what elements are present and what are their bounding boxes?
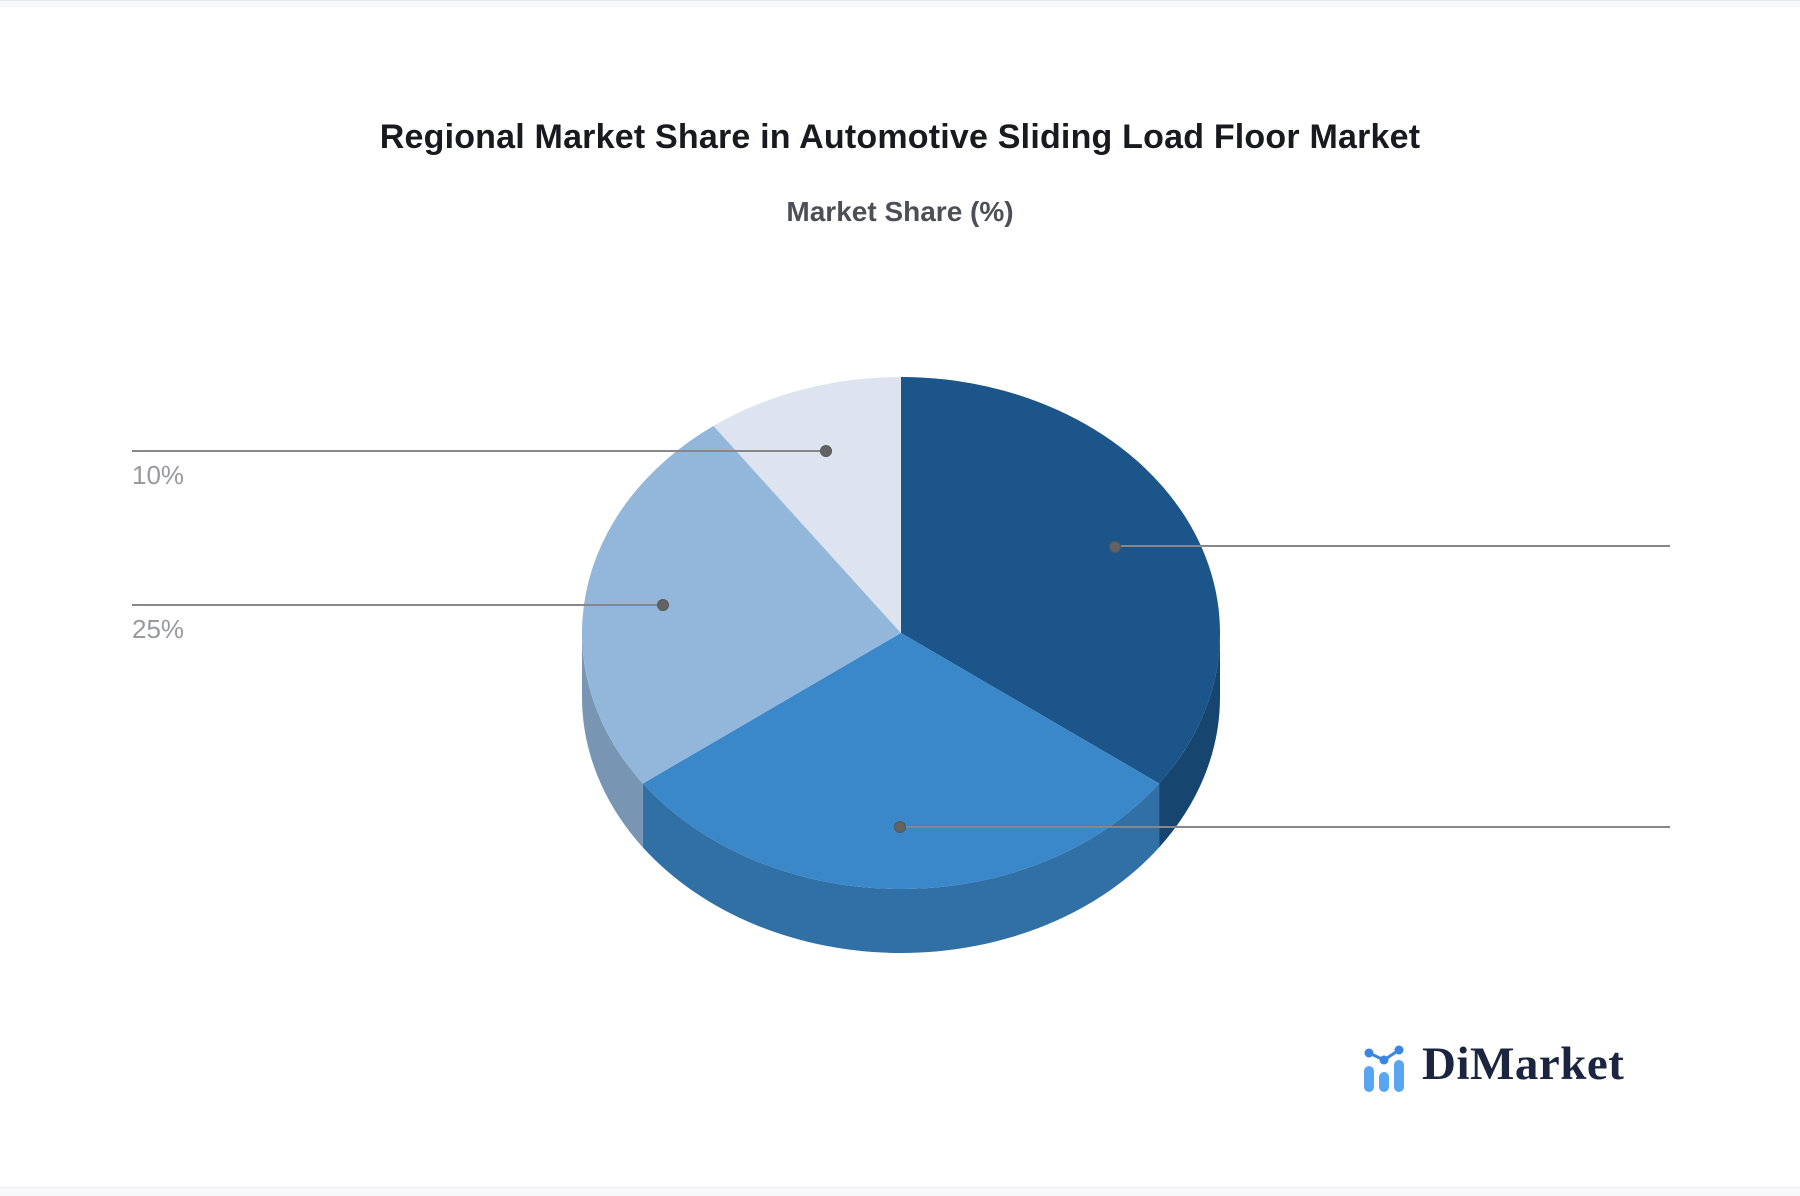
pie-slice-asia-pacific[interactable] <box>581 425 901 784</box>
leader-dot-rest-of-world <box>820 445 832 457</box>
pie-slice-side-europe[interactable] <box>642 783 1160 954</box>
chart-subtitle: Market Share (%) <box>786 196 1014 227</box>
dimarket-logo[interactable]: DiMarket <box>1362 1036 1624 1092</box>
callout-percent: 25% <box>132 614 185 644</box>
page-top-edge <box>0 0 1800 7</box>
dimarket-logo-text: DiMarket <box>1422 1038 1625 1090</box>
dimarket-logo-icon <box>1364 1045 1404 1092</box>
leader-dot-asia-pacific <box>657 599 669 611</box>
pie-slice-side-north-america[interactable] <box>1159 633 1220 848</box>
chart-title: Regional Market Share in Automotive Slid… <box>379 118 1421 156</box>
pie-slice-north-america[interactable] <box>901 377 1221 784</box>
pie-slice-side-asia-pacific[interactable] <box>582 633 643 848</box>
page-bottom-edge <box>0 1187 1800 1196</box>
pie-slice-rest-of-world[interactable] <box>713 377 902 633</box>
callout-percent: 10% <box>132 460 185 490</box>
leader-dot-north-america <box>1109 541 1121 553</box>
pie-slice-europe[interactable] <box>642 633 1160 890</box>
leader-dot-europe <box>894 821 906 833</box>
